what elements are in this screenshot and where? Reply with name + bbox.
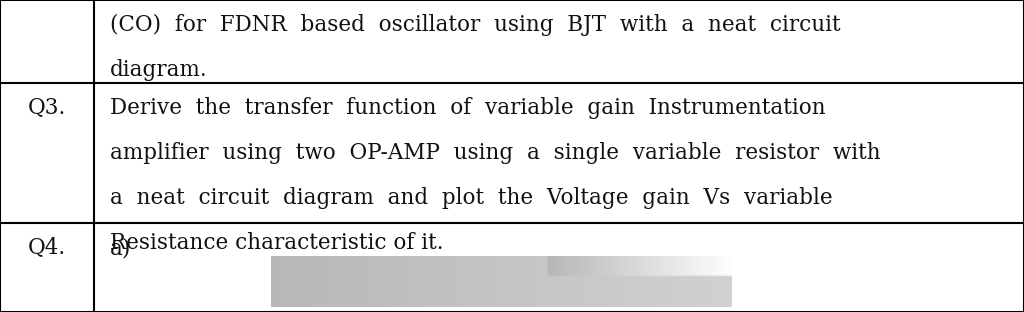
Text: a): a) [110, 237, 131, 259]
Text: A difference amplifier having:: A difference amplifier having: [287, 266, 593, 285]
Text: (CO)  for  FDNR  based  oscillator  using  BJT  with  a  neat  circuit: (CO) for FDNR based oscillator using BJT… [110, 14, 841, 36]
Text: Q4.: Q4. [28, 237, 67, 259]
Text: Resistance characteristic of it.: Resistance characteristic of it. [110, 232, 443, 255]
Text: Q3.: Q3. [28, 97, 67, 119]
Text: amplifier  using  two  OP-AMP  using  a  single  variable  resistor  with: amplifier using two OP-AMP using a singl… [110, 142, 881, 164]
Text: diagram.: diagram. [110, 59, 207, 81]
Text: a  neat  circuit  diagram  and  plot  the  Voltage  gain  Vs  variable: a neat circuit diagram and plot the Volt… [110, 187, 833, 209]
Text: Derive  the  transfer  function  of  variable  gain  Instrumentation: Derive the transfer function of variable… [110, 97, 825, 119]
